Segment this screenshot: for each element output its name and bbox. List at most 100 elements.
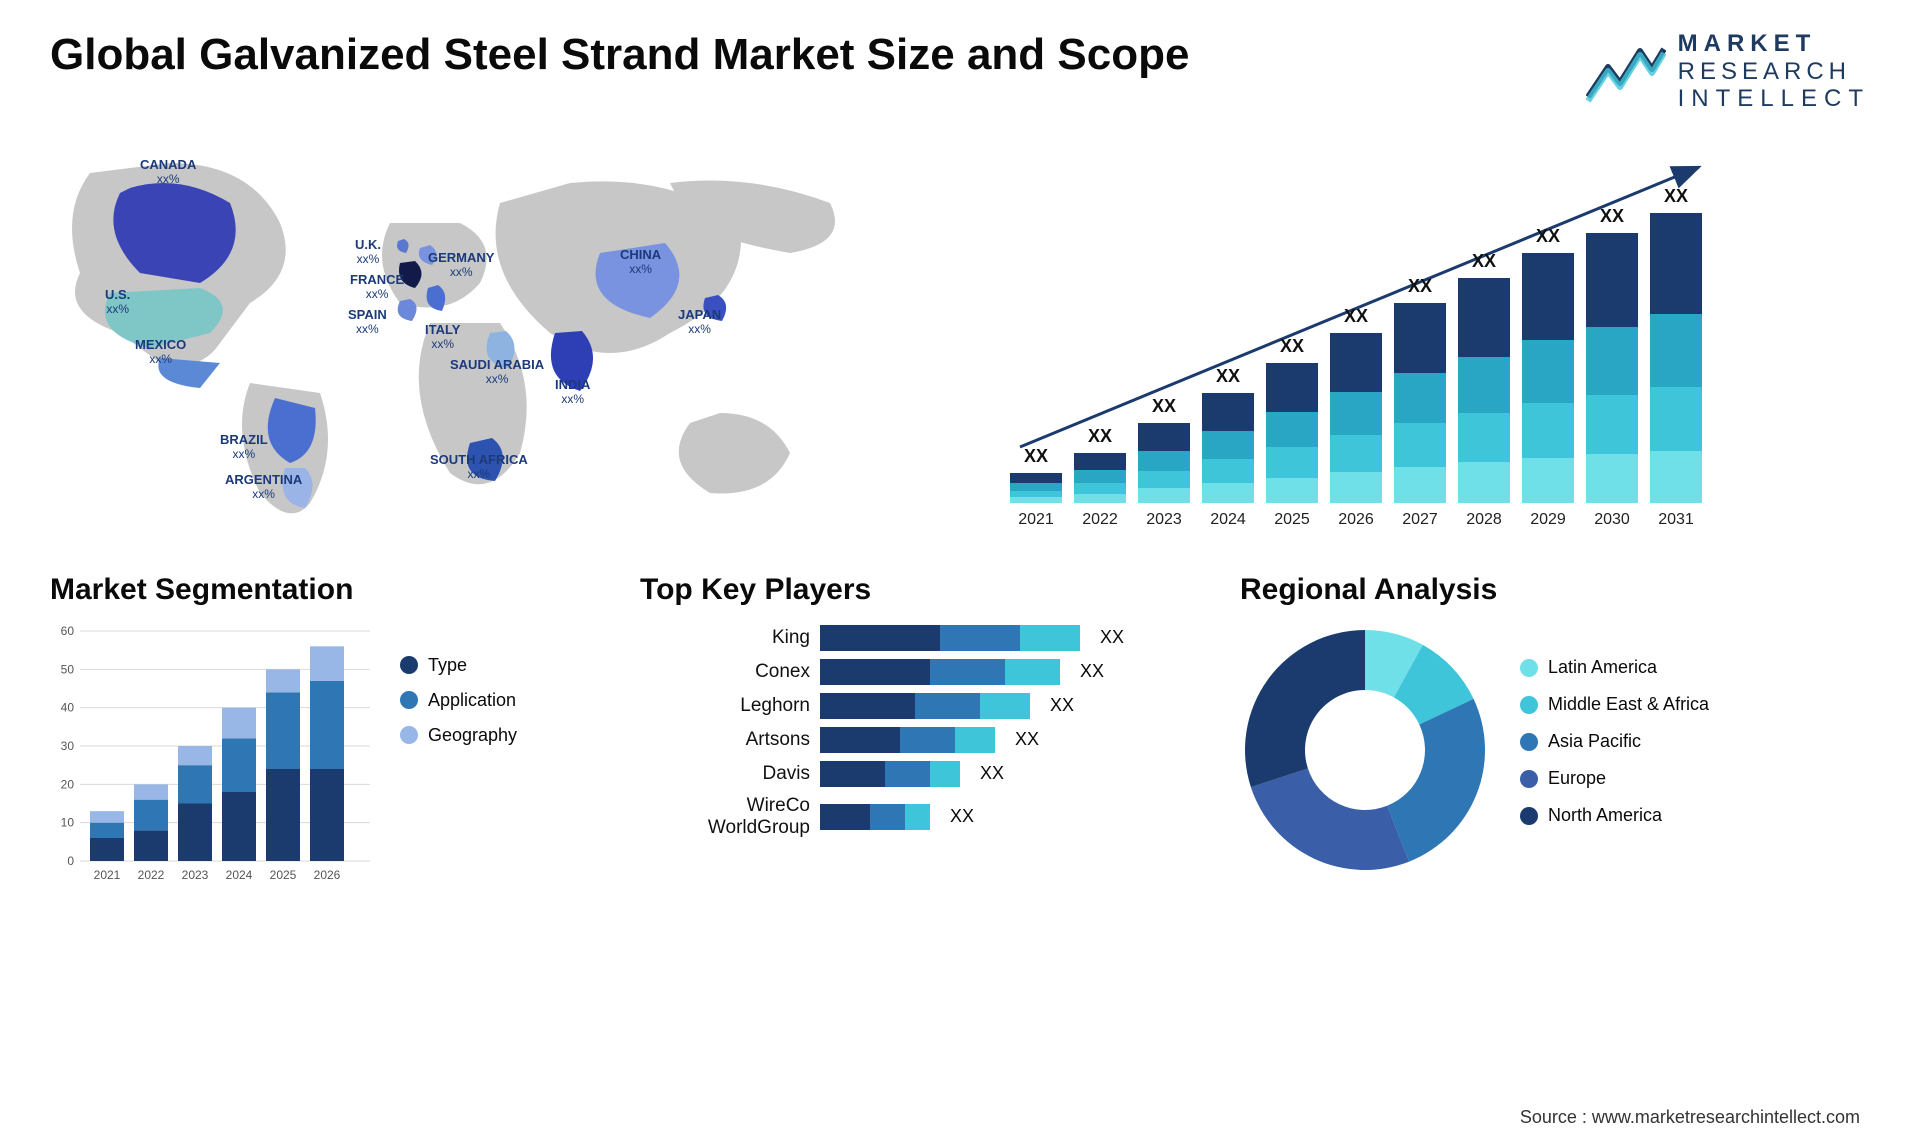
logo-line1: MARKET bbox=[1678, 30, 1870, 58]
map-label-spain: SPAINxx% bbox=[348, 308, 387, 337]
region-legend-item: Middle East & Africa bbox=[1520, 694, 1709, 715]
map-label-japan: JAPANxx% bbox=[678, 308, 721, 337]
svg-text:0: 0 bbox=[67, 854, 74, 868]
world-map-panel: CANADAxx%U.S.xx%MEXICOxx%BRAZILxx%ARGENT… bbox=[50, 133, 950, 533]
player-row: WireCo WorldGroup XX bbox=[640, 795, 1200, 839]
seg-legend-item: Type bbox=[400, 655, 517, 676]
player-label: Conex bbox=[640, 661, 810, 683]
player-value: XX bbox=[950, 806, 974, 827]
map-label-germany: GERMANYxx% bbox=[428, 251, 494, 280]
forecast-xlabel: 2021 bbox=[1010, 511, 1062, 529]
map-label-france: FRANCExx% bbox=[350, 273, 404, 302]
player-row: ArtsonsXX bbox=[640, 727, 1200, 753]
map-label-brazil: BRAZILxx% bbox=[220, 433, 268, 462]
svg-text:2026: 2026 bbox=[314, 868, 341, 882]
players-title: Top Key Players bbox=[640, 573, 1200, 607]
forecast-bar-2029 bbox=[1522, 253, 1574, 503]
svg-text:60: 60 bbox=[61, 625, 75, 638]
forecast-value-label: XX bbox=[1650, 186, 1702, 207]
forecast-bar-2023 bbox=[1138, 423, 1190, 503]
map-label-u-k-: U.K.xx% bbox=[355, 238, 381, 267]
regional-title: Regional Analysis bbox=[1240, 573, 1870, 607]
player-bar bbox=[820, 659, 1060, 685]
forecast-bar-2027 bbox=[1394, 303, 1446, 503]
player-bar bbox=[820, 625, 1080, 651]
svg-text:2021: 2021 bbox=[94, 868, 121, 882]
region-legend-item: Asia Pacific bbox=[1520, 731, 1709, 752]
forecast-value-label: XX bbox=[1330, 306, 1382, 327]
forecast-xlabel: 2025 bbox=[1266, 511, 1318, 529]
player-label: Davis bbox=[640, 763, 810, 785]
regional-legend: Latin America Middle East & Africa Asia Pa… bbox=[1520, 657, 1709, 842]
player-label: Artsons bbox=[640, 729, 810, 751]
player-value: XX bbox=[1100, 627, 1124, 648]
player-value: XX bbox=[980, 763, 1004, 784]
svg-text:50: 50 bbox=[61, 662, 75, 676]
region-legend-item: North America bbox=[1520, 805, 1709, 826]
svg-text:10: 10 bbox=[61, 815, 75, 829]
forecast-value-label: XX bbox=[1074, 426, 1126, 447]
map-label-saudi-arabia: SAUDI ARABIAxx% bbox=[450, 358, 544, 387]
map-label-u-s-: U.S.xx% bbox=[105, 288, 130, 317]
map-label-italy: ITALYxx% bbox=[425, 323, 460, 352]
logo-line2: RESEARCH bbox=[1678, 58, 1870, 86]
forecast-xlabel: 2026 bbox=[1330, 511, 1382, 529]
player-row: King XX bbox=[640, 625, 1200, 651]
page-title: Global Galvanized Steel Strand Market Si… bbox=[50, 30, 1189, 80]
forecast-xlabel: 2030 bbox=[1586, 511, 1638, 529]
svg-text:30: 30 bbox=[61, 739, 75, 753]
segmentation-legend: Type Application Geography bbox=[400, 625, 517, 885]
forecast-value-label: XX bbox=[1138, 396, 1190, 417]
forecast-bar-2025 bbox=[1266, 363, 1318, 503]
map-label-mexico: MEXICOxx% bbox=[135, 338, 186, 367]
forecast-value-label: XX bbox=[1586, 206, 1638, 227]
forecast-value-label: XX bbox=[1202, 366, 1254, 387]
player-row: Davis XX bbox=[640, 761, 1200, 787]
map-label-china: CHINAxx% bbox=[620, 248, 661, 277]
source-attribution: Source : www.marketresearchintellect.com bbox=[1520, 1107, 1860, 1128]
forecast-value-label: XX bbox=[1458, 251, 1510, 272]
forecast-xlabel: 2022 bbox=[1074, 511, 1126, 529]
player-bar bbox=[820, 727, 995, 753]
player-row: Conex XX bbox=[640, 659, 1200, 685]
player-label: WireCo WorldGroup bbox=[640, 795, 810, 839]
player-label: Leghorn bbox=[640, 695, 810, 717]
region-legend-item: Europe bbox=[1520, 768, 1709, 789]
forecast-bar-2026 bbox=[1330, 333, 1382, 503]
forecast-xlabel: 2024 bbox=[1202, 511, 1254, 529]
player-value: XX bbox=[1050, 695, 1074, 716]
player-bar bbox=[820, 804, 930, 830]
forecast-xlabel: 2028 bbox=[1458, 511, 1510, 529]
seg-legend-item: Geography bbox=[400, 725, 517, 746]
forecast-bar-2024 bbox=[1202, 393, 1254, 503]
forecast-chart-panel: 2021XX2022XX2023XX2024XX2025XX2026XX2027… bbox=[990, 133, 1870, 533]
forecast-bar-2022 bbox=[1074, 453, 1126, 503]
map-label-canada: CANADAxx% bbox=[140, 158, 196, 187]
forecast-value-label: XX bbox=[1522, 226, 1574, 247]
logo-mark-icon bbox=[1586, 39, 1666, 103]
forecast-value-label: XX bbox=[1394, 276, 1446, 297]
player-label: King bbox=[640, 627, 810, 649]
player-row: Leghorn XX bbox=[640, 693, 1200, 719]
svg-text:2025: 2025 bbox=[270, 868, 297, 882]
svg-text:2022: 2022 bbox=[138, 868, 165, 882]
svg-text:40: 40 bbox=[61, 700, 75, 714]
map-label-india: INDIAxx% bbox=[555, 378, 590, 407]
forecast-bar-2021 bbox=[1010, 473, 1062, 503]
region-legend-item: Latin America bbox=[1520, 657, 1709, 678]
forecast-bar-2028 bbox=[1458, 278, 1510, 503]
svg-text:2023: 2023 bbox=[182, 868, 209, 882]
players-chart: KingXXConexXXLeghornXXArtsonsXXDavisXXWi… bbox=[640, 625, 1200, 839]
segmentation-chart: 0102030405060202120222023202420252026 bbox=[50, 625, 370, 885]
logo-line3: INTELLECT bbox=[1678, 85, 1870, 113]
brand-logo: MARKET RESEARCH INTELLECT bbox=[1586, 30, 1870, 113]
segmentation-title: Market Segmentation bbox=[50, 573, 600, 607]
forecast-value-label: XX bbox=[1010, 446, 1062, 467]
seg-legend-item: Application bbox=[400, 690, 517, 711]
forecast-bar-2031 bbox=[1650, 213, 1702, 503]
player-value: XX bbox=[1080, 661, 1104, 682]
map-label-south-africa: SOUTH AFRICAxx% bbox=[430, 453, 528, 482]
forecast-xlabel: 2031 bbox=[1650, 511, 1702, 529]
forecast-xlabel: 2023 bbox=[1138, 511, 1190, 529]
forecast-bar-2030 bbox=[1586, 233, 1638, 503]
